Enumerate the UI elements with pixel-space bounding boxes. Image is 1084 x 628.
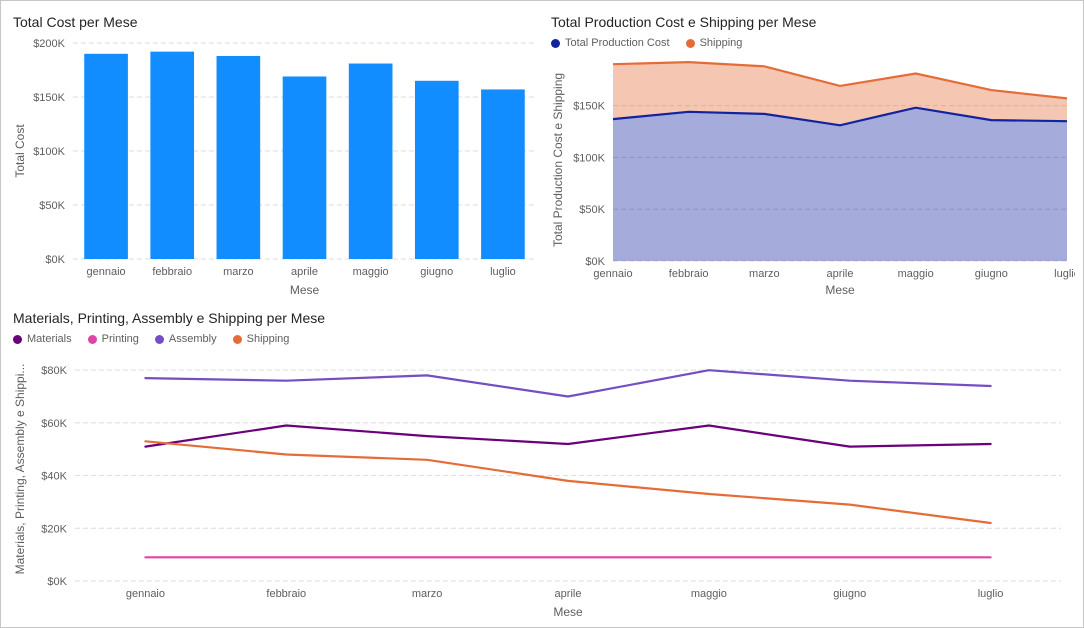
legend-label: Printing bbox=[101, 333, 139, 345]
bar-gennaio[interactable] bbox=[84, 53, 128, 259]
legend-item-shipping[interactable]: Shipping bbox=[232, 333, 290, 345]
x-tick-label: marzo bbox=[749, 268, 780, 280]
y-tick-label: $100K bbox=[573, 152, 605, 164]
legend-label: Shipping bbox=[699, 37, 743, 49]
legend-item-printing[interactable]: Printing bbox=[87, 333, 139, 345]
y-axis-title: Total Cost bbox=[13, 124, 27, 178]
y-tick-label: $0K bbox=[585, 256, 605, 268]
y-tick-label: $150K bbox=[573, 101, 605, 113]
line-shipping[interactable] bbox=[612, 60, 1068, 100]
y-tick-label: $0K bbox=[45, 254, 65, 266]
x-tick-label: giugno bbox=[833, 588, 866, 600]
y-tick-label: $40K bbox=[41, 471, 67, 483]
production-shipping-area-chart-svg[interactable]: $0K $50K $100K $150K gennaio febbraio marzo apr… bbox=[551, 53, 1075, 299]
bar-luglio[interactable] bbox=[481, 89, 525, 259]
legend-label: Total Production Cost bbox=[565, 37, 670, 49]
y-tick-label: $80K bbox=[41, 365, 67, 377]
x-tick-label: gennaio bbox=[593, 268, 632, 280]
total-cost-bar-chart-svg[interactable]: $0K $50K $100K $150K $200K gennaio febbraio mar… bbox=[13, 33, 546, 299]
x-axis-title: Mese bbox=[553, 605, 583, 619]
legend-marker-icon bbox=[551, 38, 560, 48]
x-tick-label: febbraio bbox=[266, 588, 306, 600]
production-shipping-chart-title: Total Production Cost e Shipping per Mes… bbox=[551, 14, 817, 30]
y-axis-title: Materials, Printing, Assembly e Shippi..… bbox=[13, 364, 27, 575]
production-shipping-legend: Total Production Cost Shipping bbox=[551, 33, 1079, 53]
x-tick-label: luglio bbox=[490, 266, 516, 278]
line-assembly[interactable] bbox=[144, 369, 992, 398]
y-tick-label: $50K bbox=[579, 204, 605, 216]
x-tick-label: giugno bbox=[975, 268, 1008, 280]
cost-components-line-chart-svg[interactable]: $0K $20K $40K $60K $80K gennaio febbraio marzo a… bbox=[13, 349, 1075, 621]
legend-label: Assembly bbox=[168, 333, 217, 345]
x-tick-label: luglio bbox=[1054, 268, 1075, 280]
legend-marker-icon bbox=[87, 334, 97, 344]
y-tick-label: $60K bbox=[41, 418, 67, 430]
y-tick-label: $50K bbox=[39, 200, 65, 212]
x-tick-label: maggio bbox=[898, 268, 934, 280]
cost-components-legend: Materials Printing Assembly Shipping bbox=[13, 329, 1077, 349]
legend-label: Shipping bbox=[246, 333, 290, 345]
bar-aprile[interactable] bbox=[282, 76, 327, 259]
x-tick-label: febbraio bbox=[152, 266, 192, 278]
total-cost-chart-title: Total Cost per Mese bbox=[13, 14, 138, 30]
y-tick-label: $100K bbox=[33, 146, 65, 158]
y-axis-title: Total Production Cost e Shipping bbox=[551, 73, 565, 247]
x-axis-title: Mese bbox=[825, 283, 855, 297]
x-tick-label: aprile bbox=[827, 268, 854, 280]
x-tick-label: febbraio bbox=[669, 268, 709, 280]
legend-marker-icon bbox=[154, 334, 164, 344]
x-tick-label: gennaio bbox=[86, 266, 125, 278]
production-shipping-chart-panel: Total Production Cost e Shipping per Mes… bbox=[551, 11, 1079, 303]
x-tick-label: marzo bbox=[412, 588, 443, 600]
line-shipping[interactable] bbox=[144, 440, 992, 525]
cost-components-chart-title: Materials, Printing, Assembly e Shipping… bbox=[13, 310, 326, 326]
line-materials[interactable] bbox=[144, 424, 992, 448]
x-tick-label: maggio bbox=[353, 266, 389, 278]
area-total-production-cost[interactable] bbox=[613, 107, 1067, 261]
total-cost-chart-panel: Total Cost per Mese $0K $50K $100K $150K $20… bbox=[13, 11, 548, 303]
x-tick-label: aprile bbox=[291, 266, 318, 278]
legend-item-total-production-cost[interactable]: Total Production Cost bbox=[551, 37, 670, 49]
legend-item-assembly[interactable]: Assembly bbox=[154, 333, 217, 345]
y-tick-label: $200K bbox=[33, 38, 65, 50]
x-tick-label: maggio bbox=[691, 588, 727, 600]
legend-marker-icon bbox=[13, 334, 22, 344]
legend-label: Materials bbox=[27, 333, 72, 345]
legend-item-shipping[interactable]: Shipping bbox=[685, 37, 743, 49]
x-tick-label: marzo bbox=[223, 266, 254, 278]
legend-item-materials[interactable]: Materials bbox=[13, 333, 72, 345]
y-tick-label: $20K bbox=[41, 523, 67, 535]
x-tick-label: giugno bbox=[420, 266, 453, 278]
legend-marker-icon bbox=[685, 38, 695, 48]
y-tick-label: $150K bbox=[33, 92, 65, 104]
x-tick-label: luglio bbox=[978, 588, 1004, 600]
bar-maggio[interactable] bbox=[348, 63, 393, 259]
line-total-production-cost[interactable] bbox=[612, 106, 1068, 127]
cost-components-chart-panel: Materials, Printing, Assembly e Shipping… bbox=[13, 307, 1077, 625]
x-tick-label: aprile bbox=[555, 588, 582, 600]
x-axis-title: Mese bbox=[290, 283, 320, 297]
x-tick-label: gennaio bbox=[126, 588, 165, 600]
area-shipping[interactable] bbox=[613, 62, 1067, 126]
y-tick-label: $0K bbox=[47, 576, 67, 588]
legend-marker-icon bbox=[232, 334, 242, 344]
bar-marzo[interactable] bbox=[216, 55, 261, 260]
bar-febbraio[interactable] bbox=[150, 51, 195, 259]
bar-giugno[interactable] bbox=[414, 80, 459, 259]
